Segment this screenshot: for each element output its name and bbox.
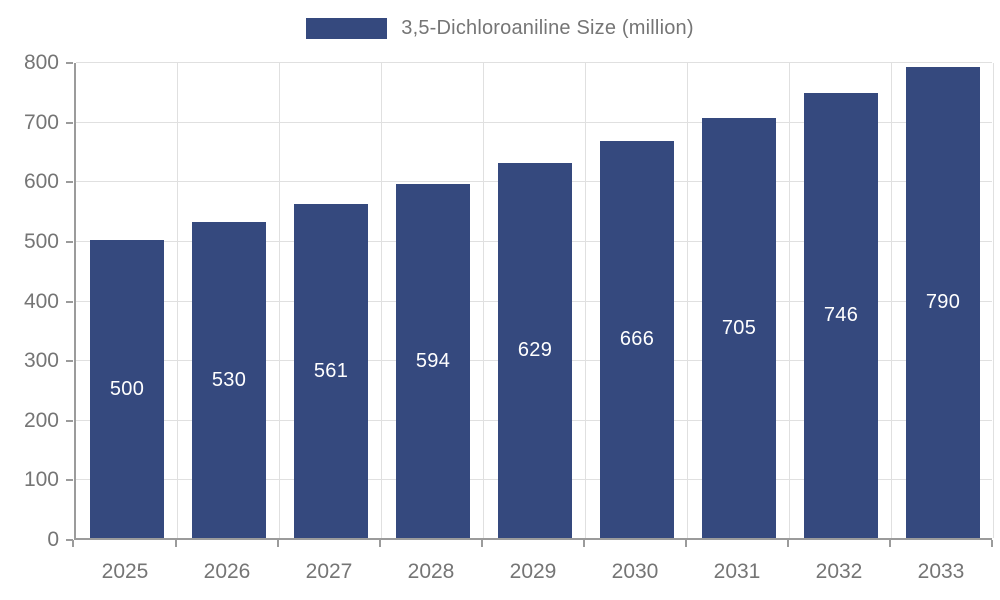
- y-tick: [66, 300, 73, 303]
- y-tick: [66, 479, 73, 482]
- bar-value-label: 530: [211, 368, 247, 391]
- v-gridline: [687, 63, 688, 538]
- v-gridline: [789, 63, 790, 538]
- x-tick: [685, 540, 687, 547]
- h-gridline: [76, 121, 992, 123]
- y-tick: [66, 181, 73, 184]
- x-tick: [72, 540, 74, 547]
- y-tick-label: 700: [23, 110, 59, 134]
- bar-value-label: 561: [313, 359, 349, 382]
- bar-value-label: 705: [721, 316, 757, 339]
- legend-swatch: [306, 18, 388, 39]
- y-tick-label: 200: [23, 408, 59, 432]
- bar-value-label: 666: [619, 328, 655, 350]
- bar-value-label: 594: [415, 349, 451, 372]
- v-gridline: [891, 63, 892, 538]
- y-tick-label: 800: [23, 51, 59, 74]
- x-tick: [583, 540, 585, 547]
- bar-2029: 629: [498, 163, 572, 538]
- y-tick: [66, 419, 73, 422]
- x-tick: [277, 540, 279, 547]
- bar-value-label: 629: [517, 339, 553, 361]
- bar-2026: 530: [192, 222, 266, 538]
- x-tick-label: 2027: [305, 560, 353, 583]
- x-tick: [787, 540, 789, 547]
- x-tick-label: 2031: [713, 560, 761, 583]
- y-tick-label: 400: [23, 289, 59, 313]
- x-tick-label: 2032: [815, 560, 863, 583]
- bar-2033: 790: [906, 67, 980, 538]
- x-tick: [379, 540, 381, 547]
- v-gridline: [483, 63, 484, 538]
- y-tick-label: 100: [23, 468, 59, 492]
- x-tick: [991, 540, 993, 547]
- bar-2025: 500: [90, 240, 164, 538]
- v-gridline: [993, 63, 994, 538]
- x-tick: [889, 540, 891, 547]
- x-tick-label: 2028: [407, 560, 455, 583]
- y-tick-label: 500: [23, 229, 59, 253]
- bar-2027: 561: [294, 204, 368, 538]
- x-tick-label: 2029: [509, 560, 557, 583]
- y-tick-label: 300: [23, 349, 59, 373]
- y-tick: [66, 539, 73, 541]
- y-tick-label: 0: [47, 528, 59, 551]
- bar-value-label: 500: [109, 377, 145, 400]
- v-gridline: [381, 63, 382, 538]
- v-gridline: [177, 63, 178, 538]
- bar-2031: 705: [702, 118, 776, 538]
- y-tick: [66, 240, 73, 243]
- x-tick-label: 2033: [917, 560, 965, 583]
- v-gridline: [585, 63, 586, 538]
- bar-2030: 666: [600, 141, 674, 538]
- bar-2032: 746: [804, 93, 878, 538]
- bar-value-label: 790: [925, 291, 961, 313]
- y-tick: [66, 62, 73, 64]
- y-tick-label: 600: [23, 170, 59, 194]
- x-tick: [175, 540, 177, 547]
- x-tick-label: 2030: [611, 560, 659, 583]
- x-tick-label: 2026: [203, 560, 251, 583]
- y-tick: [66, 121, 73, 124]
- bar-value-label: 746: [823, 304, 859, 326]
- h-gridline: [76, 62, 992, 63]
- x-tick-label: 2025: [101, 560, 149, 583]
- legend-label: 3,5-Dichloroaniline Size (million): [401, 17, 694, 39]
- bar-2028: 594: [396, 184, 470, 538]
- plot-area: 500 530 561 594 629 666 705 746 790: [74, 62, 994, 540]
- x-tick: [481, 540, 483, 547]
- y-tick: [66, 360, 73, 363]
- legend: 3,5-Dichloroaniline Size (million): [0, 17, 1000, 40]
- v-gridline: [279, 63, 280, 538]
